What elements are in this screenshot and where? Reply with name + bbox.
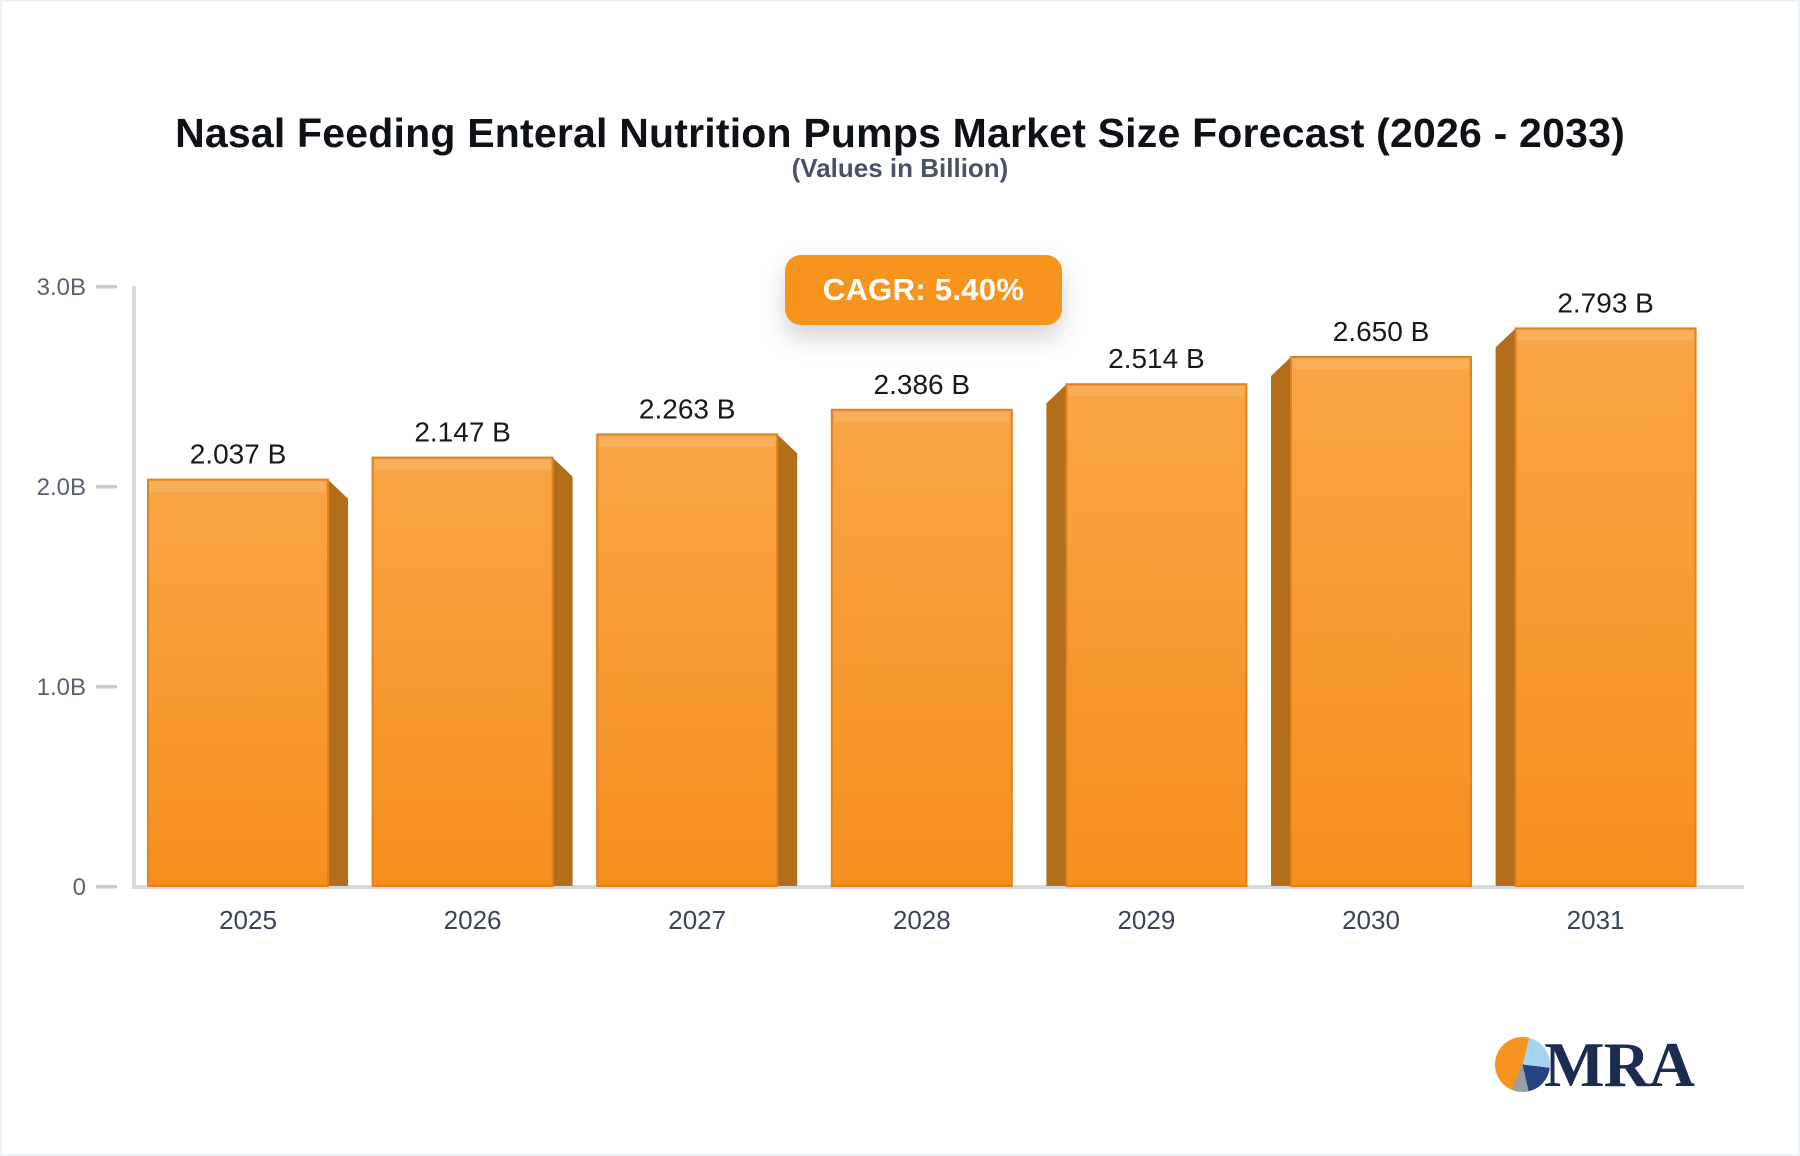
chart-bars: 2.037 B 2025 2.147 B 2026 2.263 B 2027 2.386 B…	[147, 287, 1697, 935]
bar-top-bevel	[833, 411, 1010, 422]
bar-value-label: 2.793 B	[1557, 287, 1654, 318]
x-axis-label: 2029	[1117, 905, 1175, 935]
bar-2031: 2.793 B 2031	[1495, 287, 1697, 935]
x-axis-label: 2027	[668, 905, 726, 935]
bar-side-face	[777, 434, 798, 886]
y-tick-mark	[96, 685, 117, 689]
x-axis-label: 2030	[1342, 905, 1400, 935]
bar-front-face	[1065, 383, 1248, 887]
bar-value-label: 2.037 B	[190, 439, 287, 470]
bar-front-face	[1290, 356, 1472, 887]
y-tick-label: 1.0B	[37, 674, 86, 701]
bar-value-label: 2.263 B	[639, 393, 736, 424]
chart-subtitle: (Values in Billion)	[791, 153, 1009, 183]
x-axis-label: 2028	[893, 905, 951, 935]
bar-front-face	[371, 456, 554, 887]
x-axis-label: 2031	[1567, 905, 1625, 935]
bar-2030: 2.650 B 2030	[1271, 316, 1472, 935]
bar-value-label: 2.147 B	[414, 417, 511, 448]
y-tick-label: 2.0B	[37, 474, 86, 501]
bar-side-face	[552, 457, 573, 886]
bar-side-face	[328, 479, 348, 886]
bar-2027: 2.263 B 2027	[596, 393, 798, 935]
y-tick-mark	[96, 285, 117, 289]
y-tick-label: 3.0B	[37, 274, 86, 301]
y-tick-label: 0	[73, 874, 86, 901]
cagr-badge-label: CAGR: 5.40%	[822, 272, 1025, 307]
brand-logo-text: MRA	[1544, 1029, 1695, 1100]
bar-front-face	[1514, 327, 1697, 887]
bar-top-bevel	[1517, 330, 1694, 341]
y-axis-line	[132, 286, 136, 889]
bar-top-bevel	[1068, 386, 1245, 397]
bar-top-bevel	[599, 436, 776, 447]
bar-2026: 2.147 B 2026	[371, 417, 573, 935]
y-tick-mark	[96, 485, 117, 489]
bar-value-label: 2.386 B	[874, 369, 971, 400]
bar-front-face	[596, 433, 779, 887]
bar-top-bevel	[1293, 359, 1469, 369]
chart-title: Nasal Feeding Enteral Nutrition Pumps Ma…	[175, 110, 1625, 156]
cagr-badge: CAGR: 5.40%	[785, 255, 1062, 325]
bar-value-label: 2.514 B	[1108, 343, 1205, 374]
bar-front-face	[830, 408, 1013, 887]
bar-side-face	[1271, 357, 1291, 886]
bar-front-face	[147, 478, 329, 887]
bar-top-bevel	[150, 481, 326, 492]
x-axis-label: 2026	[444, 905, 502, 935]
bar-value-label: 2.650 B	[1333, 316, 1430, 347]
x-axis-label: 2025	[219, 905, 277, 935]
bar-2028: 2.386 B 2028	[830, 369, 1013, 935]
bar-side-face	[1495, 328, 1516, 886]
bar-side-face	[1046, 384, 1067, 886]
y-tick-mark	[96, 885, 117, 889]
brand-logo: MRA	[1495, 1029, 1695, 1100]
bar-2029: 2.514 B 2029	[1046, 343, 1248, 935]
pie-chart-logo-icon	[1495, 1037, 1551, 1093]
bar-2025: 2.037 B 2025	[147, 439, 348, 935]
bar-top-bevel	[374, 459, 551, 470]
